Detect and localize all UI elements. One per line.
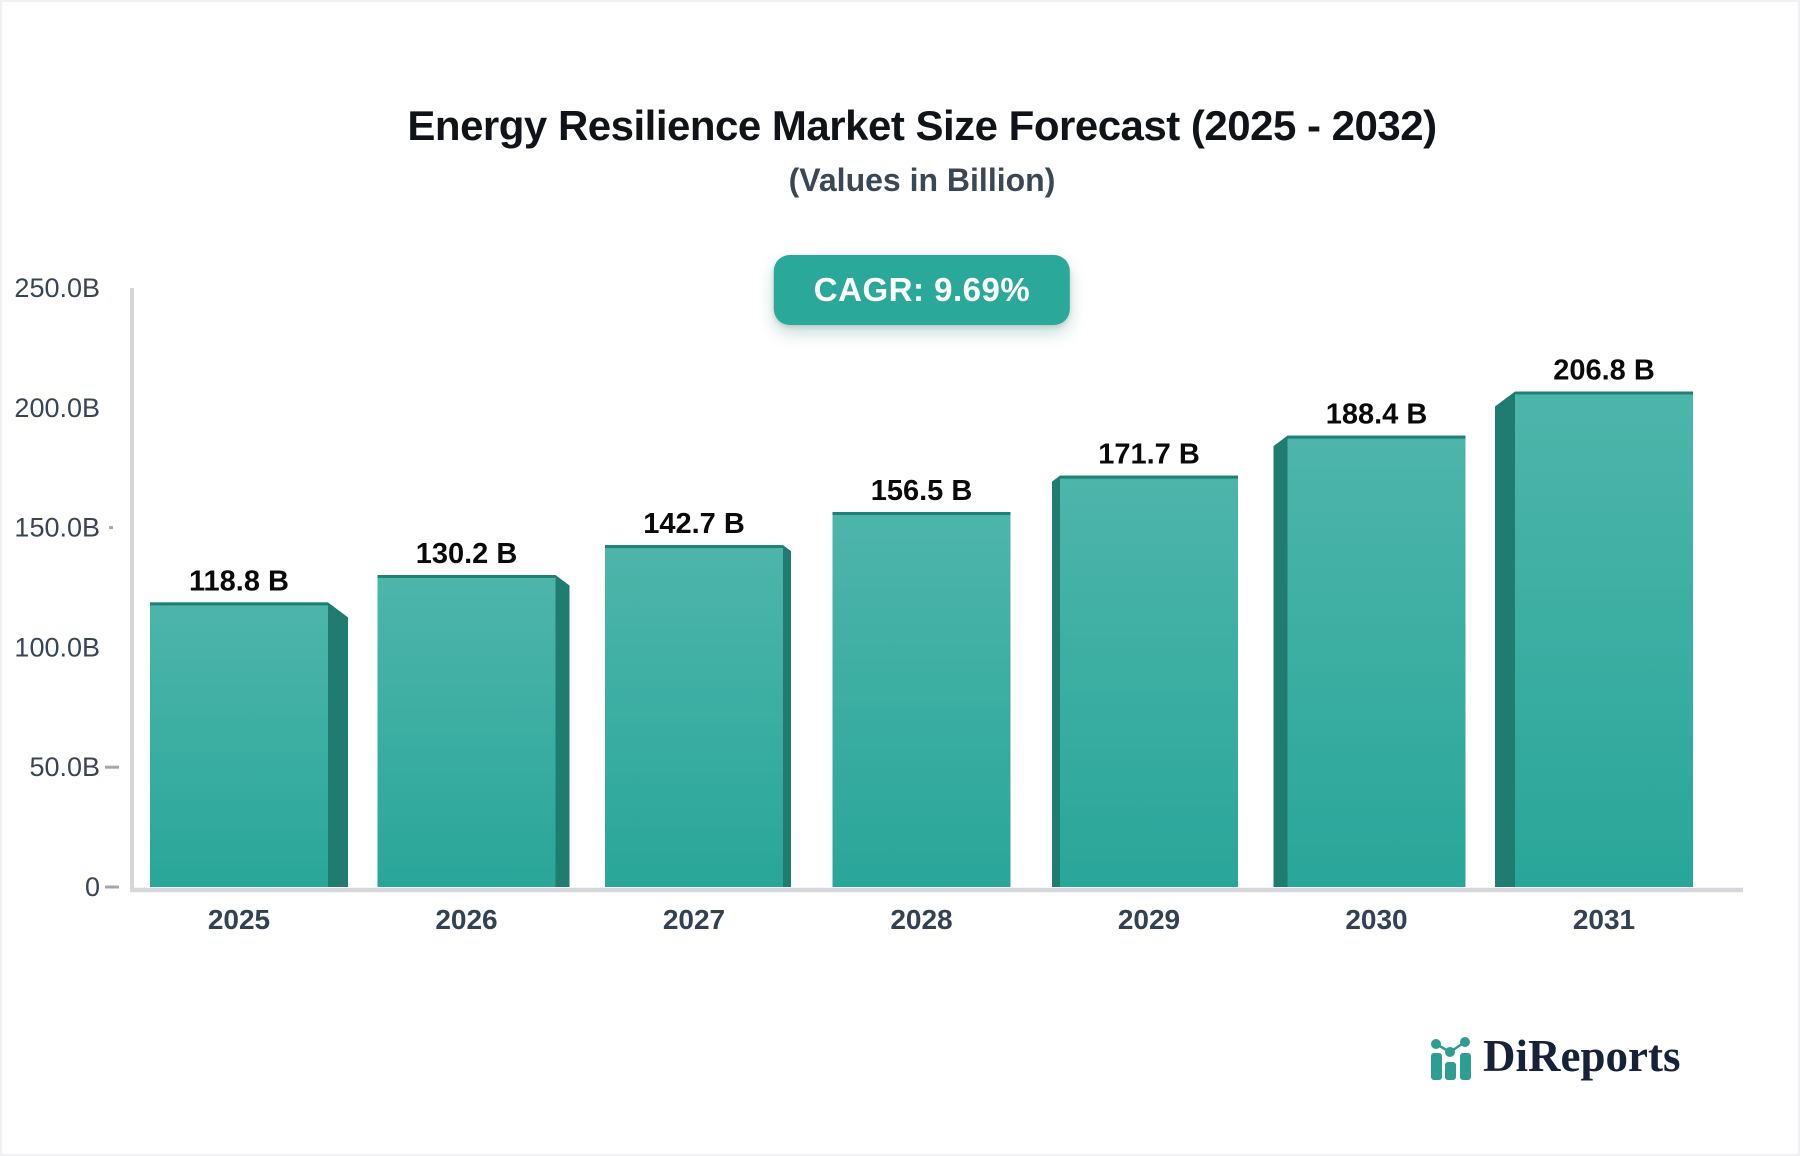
bar-2029: 171.7 B 2029 (1052, 439, 1238, 935)
y-axis-label: 150.0B (14, 513, 100, 543)
x-axis-label: 2026 (435, 904, 497, 935)
bar-value-label: 206.8 B (1553, 355, 1655, 387)
bar-side-face (783, 545, 791, 887)
mini-bar-chart-icon (1431, 1037, 1471, 1080)
y-axis-tick (105, 885, 119, 889)
bar-value-label: 130.2 B (416, 538, 518, 570)
bar-value-label: 156.5 B (871, 475, 973, 507)
bar-front-face (150, 602, 328, 887)
x-axis-label: 2025 (208, 904, 270, 935)
bar-side-face (1052, 475, 1060, 887)
y-axis-tick (109, 526, 113, 530)
bar-value-label: 171.7 B (1098, 439, 1200, 471)
bar-front-face (832, 512, 1011, 887)
bar-2026: 130.2 B 2026 (377, 538, 570, 935)
bar-value-label: 118.8 B (189, 565, 289, 597)
bar-2028: 156.5 B 2028 (832, 475, 1011, 935)
bar-front-face (605, 545, 783, 887)
logo-bar (1460, 1053, 1471, 1080)
x-axis-label: 2031 (1573, 904, 1635, 935)
bar-2025: 118.8 B 2025 (150, 565, 348, 935)
y-axis-label: 0 (85, 872, 100, 902)
bar-value-label: 142.7 B (643, 508, 745, 540)
bar-front-face (377, 575, 556, 887)
x-axis-label: 2028 (890, 904, 952, 935)
cagr-badge: CAGR: 9.69% (773, 255, 1071, 325)
logo-bar (1431, 1053, 1442, 1080)
bar-side-face (555, 575, 570, 887)
y-axis-label: 200.0B (14, 393, 100, 423)
logo-dot (1431, 1039, 1441, 1049)
bar-2027: 142.7 B 2027 (605, 508, 791, 935)
y-axis-label: 250.0B (14, 273, 100, 303)
bar-front-face (1060, 475, 1238, 887)
chart-title: Energy Resilience Market Size Forecast (… (407, 102, 1437, 149)
bar-2030: 188.4 B 2030 (1273, 399, 1466, 935)
y-axis-label: 100.0B (14, 632, 100, 662)
bar-side-face (328, 602, 348, 887)
chart-subtitle: (Values in Billion) (788, 162, 1056, 198)
bar-side-face (1273, 435, 1288, 887)
bar-front-face (1515, 391, 1693, 887)
x-axis-label: 2027 (663, 904, 725, 935)
bar-2031: 206.8 B 2031 (1495, 355, 1693, 935)
bar-front-face (1287, 435, 1466, 887)
logo-dot (1460, 1037, 1470, 1047)
logo-text: DiReports (1483, 1031, 1681, 1082)
bar-side-face (1495, 391, 1515, 887)
x-axis-label: 2029 (1118, 904, 1180, 935)
y-axis-label: 50.0B (29, 752, 100, 782)
y-axis-tick (105, 765, 119, 769)
bar-value-label: 188.4 B (1326, 399, 1428, 431)
direports-logo: DiReports (1428, 1030, 1680, 1083)
logo-dot (1445, 1047, 1455, 1057)
x-axis-label: 2030 (1345, 904, 1407, 935)
logo-bar (1445, 1062, 1456, 1080)
